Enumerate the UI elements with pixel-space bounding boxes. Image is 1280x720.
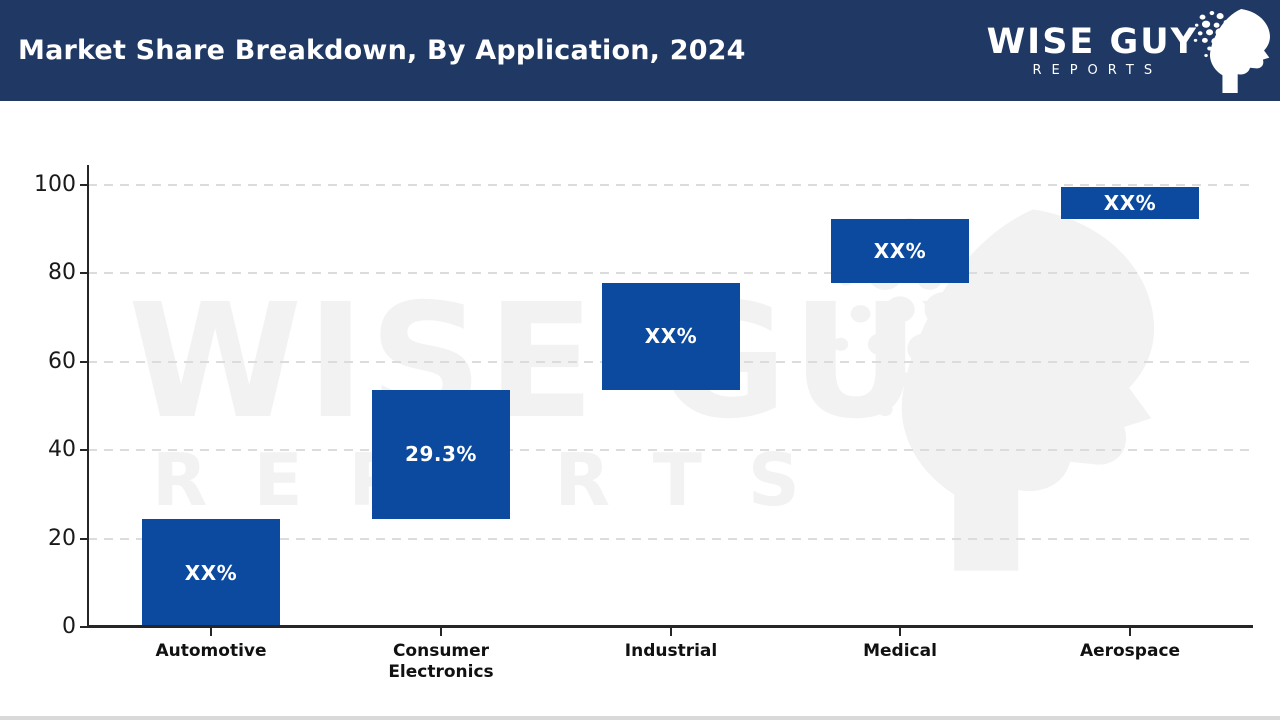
x-axis-label-aerospace: Aerospace <box>1079 641 1181 661</box>
x-tick-consumer-electronics <box>440 628 442 636</box>
brand-logo: WISE GUY REPORTS <box>987 4 1274 97</box>
y-tick-20 <box>80 537 88 540</box>
face-profile-dots-icon <box>1192 8 1274 94</box>
x-axis-label-consumer-electronics: Consumer Electronics <box>388 641 494 682</box>
x-tick-medical <box>899 628 901 636</box>
bar-aerospace: XX% <box>1061 187 1199 220</box>
y-tick-label-80: 80 <box>48 260 76 286</box>
footer-strip <box>0 716 1280 720</box>
x-axis-label-automotive: Automotive <box>155 641 267 661</box>
y-tick-60 <box>80 360 88 363</box>
logo-wordmark-line1: WISE GUY <box>986 22 1198 62</box>
bar-value-label-automotive: XX% <box>184 561 238 586</box>
y-tick-label-0: 0 <box>62 614 76 639</box>
gridline-40 <box>88 449 1253 452</box>
y-tick-label-40: 40 <box>48 437 76 463</box>
header-bar: Market Share Breakdown, By Application, … <box>0 0 1280 101</box>
gridline-80 <box>88 272 1253 275</box>
y-tick-label-60: 60 <box>48 348 76 374</box>
bar-industrial: XX% <box>602 282 740 390</box>
logo-wordmark: WISE GUY REPORTS <box>987 23 1198 78</box>
y-axis-line <box>87 165 89 627</box>
bar-consumer-electronics: 29.3% <box>372 389 510 520</box>
gridline-100 <box>88 184 1253 186</box>
bar-automotive: XX% <box>142 519 280 627</box>
y-tick-0 <box>80 626 88 628</box>
y-tick-100 <box>80 184 88 186</box>
x-axis-line <box>87 625 1253 628</box>
bar-value-label-consumer-electronics: 29.3% <box>405 442 477 467</box>
y-tick-label-20: 20 <box>48 525 76 551</box>
x-axis-label-medical: Medical <box>863 641 937 661</box>
chart-title: Market Share Breakdown, By Application, … <box>18 35 746 66</box>
y-tick-label-100: 100 <box>34 172 76 197</box>
gridline-20 <box>88 537 1253 540</box>
x-tick-aerospace <box>1129 628 1131 636</box>
bar-value-label-industrial: XX% <box>644 324 698 349</box>
bar-value-label-medical: XX% <box>873 238 927 263</box>
y-tick-40 <box>80 449 88 452</box>
y-tick-80 <box>80 272 88 275</box>
bar-medical: XX% <box>831 219 969 283</box>
x-tick-industrial <box>670 628 672 636</box>
x-axis-label-industrial: Industrial <box>624 641 718 661</box>
logo-wordmark-line2: REPORTS <box>1032 63 1163 78</box>
bar-value-label-aerospace: XX% <box>1103 191 1157 216</box>
x-tick-automotive <box>210 628 212 636</box>
